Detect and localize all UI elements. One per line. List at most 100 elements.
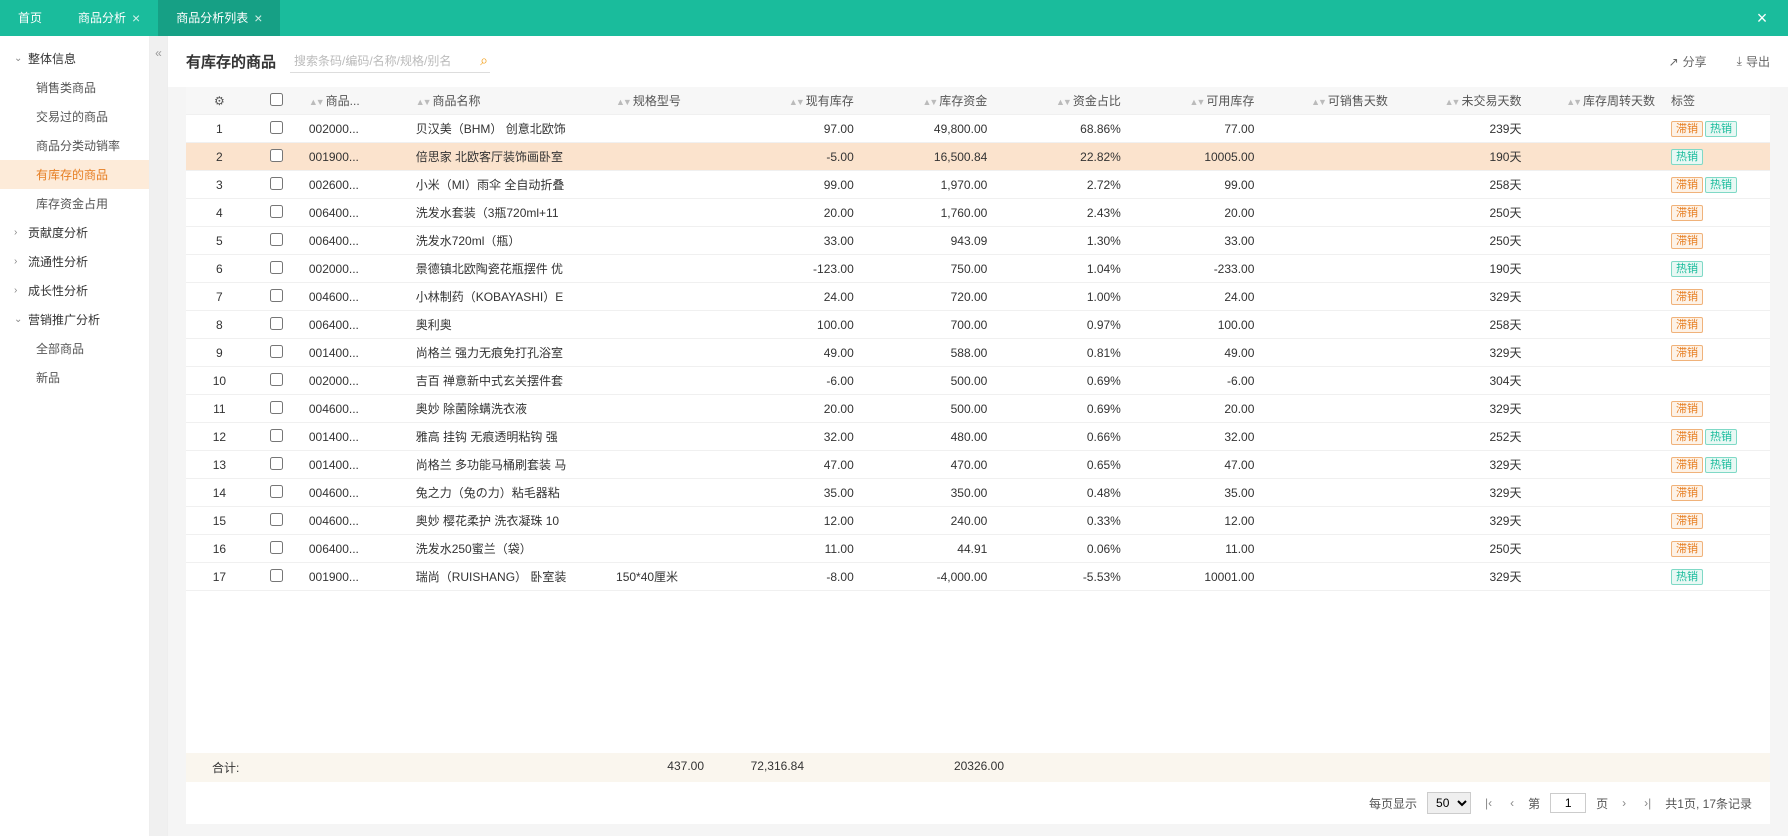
tag-zhi: 滞销 — [1671, 485, 1703, 501]
col-notrade-days[interactable]: ▲▼未交易天数 — [1396, 87, 1530, 115]
col-name[interactable]: ▲▼商品名称 — [408, 87, 608, 115]
tag-zhi: 滞销 — [1671, 345, 1703, 361]
chevron-icon: ⌄ — [14, 53, 24, 64]
table-row[interactable]: 10 002000... 吉百 禅意新中式玄关摆件套 -6.00 500.00 … — [186, 367, 1770, 395]
row-checkbox[interactable] — [270, 149, 283, 162]
page-first-button[interactable]: |‹ — [1481, 796, 1496, 810]
nav-item-g1-0[interactable]: 销售类商品 — [0, 73, 149, 102]
share-button[interactable]: ↗ 分享 — [1669, 53, 1707, 70]
tag-zhi: 滞销 — [1671, 429, 1703, 445]
table-row[interactable]: 7 004600... 小林制药（KOBAYASHI）E 24.00 720.0… — [186, 283, 1770, 311]
row-checkbox[interactable] — [270, 569, 283, 582]
row-checkbox[interactable] — [270, 121, 283, 134]
chevron-icon: ⌄ — [14, 314, 24, 325]
col-sale-days[interactable]: ▲▼可销售天数 — [1262, 87, 1396, 115]
row-checkbox[interactable] — [270, 205, 283, 218]
nav-item-g5-1[interactable]: 新品 — [0, 363, 149, 392]
col-fund[interactable]: ▲▼库存资金 — [862, 87, 996, 115]
table-row[interactable]: 3 002600... 小米（MI）雨伞 全自动折叠 99.00 1,970.0… — [186, 171, 1770, 199]
row-checkbox[interactable] — [270, 485, 283, 498]
col-stock[interactable]: ▲▼现有库存 — [728, 87, 862, 115]
row-checkbox[interactable] — [270, 345, 283, 358]
table-row[interactable]: 11 004600... 奥妙 除菌除螨洗衣液 20.00 500.00 0.6… — [186, 395, 1770, 423]
col-tags: 标签 — [1663, 87, 1770, 115]
col-select-all[interactable] — [253, 87, 301, 115]
page-input[interactable] — [1550, 793, 1586, 813]
col-spec[interactable]: ▲▼规格型号 — [608, 87, 728, 115]
row-checkbox[interactable] — [270, 513, 283, 526]
nav-item-g1-1[interactable]: 交易过的商品 — [0, 102, 149, 131]
tabs-close-button[interactable]: × — [1744, 0, 1780, 36]
table-row[interactable]: 17 001900... 瑞尚（RUISHANG） 卧室装 150*40厘米 -… — [186, 563, 1770, 591]
table-row[interactable]: 2 001900... 倍思家 北欧客厅装饰画卧室 -5.00 16,500.8… — [186, 143, 1770, 171]
col-code[interactable]: ▲▼商品... — [301, 87, 408, 115]
tag-re: 热销 — [1671, 569, 1703, 585]
main-header: 有库存的商品 ⌕ ↗ 分享 ⤓ 导出 — [168, 36, 1788, 87]
row-checkbox[interactable] — [270, 457, 283, 470]
table-row[interactable]: 15 004600... 奥妙 樱花柔护 洗衣凝珠 10 12.00 240.0… — [186, 507, 1770, 535]
per-page-select[interactable]: 50 — [1427, 792, 1471, 814]
page-last-button[interactable]: ›| — [1640, 796, 1655, 810]
tag-zhi: 滞销 — [1671, 541, 1703, 557]
export-button[interactable]: ⤓ 导出 — [1737, 53, 1770, 70]
tab-close-icon[interactable]: × — [254, 0, 262, 36]
col-ratio[interactable]: ▲▼资金占比 — [995, 87, 1129, 115]
tag-zhi: 滞销 — [1671, 205, 1703, 221]
table-row[interactable]: 9 001400... 尚格兰 强力无痕免打孔浴室 49.00 588.00 0… — [186, 339, 1770, 367]
pager: 每页显示 50 |‹ ‹ 第 页 › ›| 共1页, 17条记录 — [186, 782, 1770, 824]
table-row[interactable]: 13 001400... 尚格兰 多功能马桶刷套装 马 47.00 470.00… — [186, 451, 1770, 479]
table-row[interactable]: 5 006400... 洗发水720ml（瓶） 33.00 943.09 1.3… — [186, 227, 1770, 255]
nav-group-g3[interactable]: ›流通性分析 — [0, 247, 149, 276]
row-checkbox[interactable] — [270, 541, 283, 554]
tag-zhi: 滞销 — [1671, 401, 1703, 417]
chevron-icon: › — [14, 227, 24, 238]
row-checkbox[interactable] — [270, 289, 283, 302]
nav-item-g5-0[interactable]: 全部商品 — [0, 334, 149, 363]
row-checkbox[interactable] — [270, 429, 283, 442]
tag-zhi: 滞销 — [1671, 513, 1703, 529]
tab-1[interactable]: 商品分析× — [60, 0, 158, 36]
row-checkbox[interactable] — [270, 177, 283, 190]
row-checkbox[interactable] — [270, 233, 283, 246]
row-checkbox[interactable] — [270, 317, 283, 330]
search-input[interactable] — [290, 50, 490, 73]
nav-item-g1-4[interactable]: 库存资金占用 — [0, 189, 149, 218]
totals-row: 合计: 437.00 72,316.84 20326.00 — [186, 753, 1770, 782]
nav-group-g1[interactable]: ⌄整体信息 — [0, 44, 149, 73]
tag-zhi: 滞销 — [1671, 457, 1703, 473]
search-icon[interactable]: ⌕ — [480, 52, 488, 69]
tag-re: 热销 — [1705, 457, 1737, 473]
tab-close-icon[interactable]: × — [132, 0, 140, 36]
nav-item-g1-2[interactable]: 商品分类动销率 — [0, 131, 149, 160]
col-turn-days[interactable]: ▲▼库存周转天数 — [1529, 87, 1663, 115]
nav-item-g1-3[interactable]: 有库存的商品 — [0, 160, 149, 189]
sidebar-collapse-button[interactable]: « — [150, 36, 168, 836]
table-row[interactable]: 4 006400... 洗发水套装（3瓶720ml+11 20.00 1,760… — [186, 199, 1770, 227]
table-row[interactable]: 14 004600... 兔之力（兔の力）粘毛器粘 35.00 350.00 0… — [186, 479, 1770, 507]
tag-zhi: 滞销 — [1671, 233, 1703, 249]
tag-zhi: 滞销 — [1671, 289, 1703, 305]
col-settings[interactable]: ⚙ — [186, 87, 253, 115]
tab-0[interactable]: 首页 — [0, 0, 60, 36]
tag-zhi: 滞销 — [1671, 317, 1703, 333]
page-title: 有库存的商品 — [186, 51, 276, 72]
nav-group-g2[interactable]: ›贡献度分析 — [0, 218, 149, 247]
page-summary: 共1页, 17条记录 — [1665, 795, 1752, 812]
nav-group-g4[interactable]: ›成长性分析 — [0, 276, 149, 305]
row-checkbox[interactable] — [270, 401, 283, 414]
tag-re: 热销 — [1705, 121, 1737, 137]
col-avail[interactable]: ▲▼可用库存 — [1129, 87, 1263, 115]
per-page-label: 每页显示 — [1369, 795, 1417, 812]
table-row[interactable]: 8 006400... 奥利奥 100.00 700.00 0.97% 100.… — [186, 311, 1770, 339]
table-row[interactable]: 6 002000... 景德镇北欧陶瓷花瓶摆件 优 -123.00 750.00… — [186, 255, 1770, 283]
table-row[interactable]: 1 002000... 贝汉美（BHM） 创意北欧饰 97.00 49,800.… — [186, 115, 1770, 143]
nav-group-g5[interactable]: ⌄营销推广分析 — [0, 305, 149, 334]
tag-re: 热销 — [1705, 429, 1737, 445]
table-row[interactable]: 12 001400... 雅高 挂钩 无痕透明粘钩 强 32.00 480.00… — [186, 423, 1770, 451]
tab-2[interactable]: 商品分析列表× — [158, 0, 280, 36]
row-checkbox[interactable] — [270, 261, 283, 274]
page-prev-button[interactable]: ‹ — [1506, 796, 1518, 810]
table-row[interactable]: 16 006400... 洗发水250蜜兰（袋） 11.00 44.91 0.0… — [186, 535, 1770, 563]
page-next-button[interactable]: › — [1618, 796, 1630, 810]
row-checkbox[interactable] — [270, 373, 283, 386]
